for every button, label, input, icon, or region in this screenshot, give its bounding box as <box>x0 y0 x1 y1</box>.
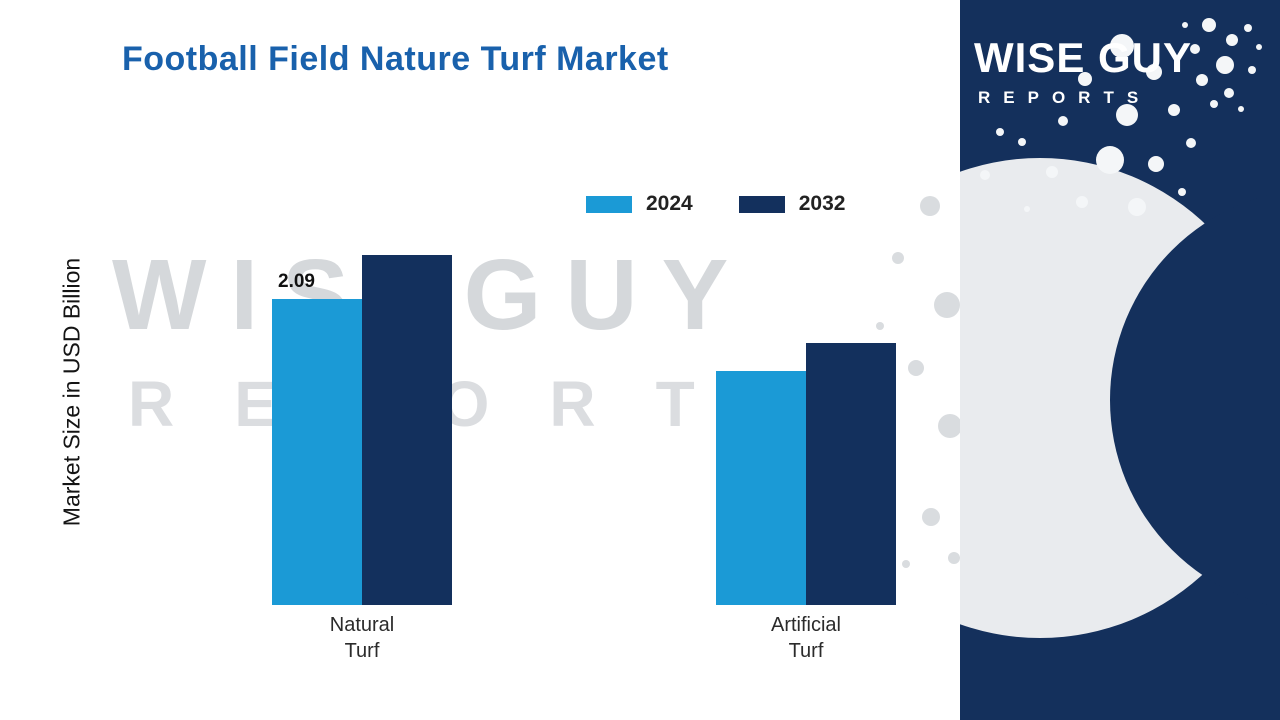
brand-panel: WISE GUY REPORTS <box>960 0 1280 720</box>
legend-label-2024: 2024 <box>646 192 693 215</box>
category-label-natural-turf: Natural Turf <box>329 614 395 662</box>
decorative-dot <box>1146 64 1162 80</box>
decorative-dot <box>1244 24 1252 32</box>
decorative-dot <box>902 560 910 568</box>
decorative-dot <box>980 170 990 180</box>
brand-logo: WISE GUY REPORTS <box>974 34 1192 108</box>
brand-logo-name: WISE GUY <box>974 34 1193 81</box>
decorative-dot <box>1256 44 1262 50</box>
decorative-dot <box>1210 100 1218 108</box>
decorative-dot <box>1024 206 1030 212</box>
legend-swatch-2032 <box>738 195 785 213</box>
legend-swatch-2024 <box>586 195 632 213</box>
decorative-dot <box>1248 66 1256 74</box>
decorative-dot <box>996 128 1004 136</box>
decorative-dot <box>1202 18 1216 32</box>
decorative-dot <box>938 414 962 438</box>
bar-2024-natural-turf <box>272 299 362 605</box>
decorative-dot <box>934 292 960 318</box>
decorative-dot <box>920 196 940 216</box>
decorative-dot <box>948 552 960 564</box>
decorative-dot <box>1148 156 1164 172</box>
decorative-dot <box>1216 56 1234 74</box>
brand-logo-subtitle: REPORTS <box>978 88 1152 107</box>
y-axis-label: Market Size in USD Billion <box>58 257 85 527</box>
decorative-dot <box>1186 138 1196 148</box>
decorative-dot <box>1182 22 1188 28</box>
bar-2024-artificial-turf <box>716 371 806 605</box>
category-label-artificial-turf: Artificial Turf <box>770 614 841 662</box>
decorative-dot <box>1168 104 1180 116</box>
legend-label-2032: 2032 <box>798 192 846 215</box>
decorative-dot <box>922 508 940 526</box>
watermark-line2: REPORTS <box>128 368 858 440</box>
decorative-dot <box>1018 138 1026 146</box>
decorative-dot <box>1190 44 1200 54</box>
decorative-dot <box>1178 188 1186 196</box>
decorative-dot <box>1226 34 1238 46</box>
chart-legend: 2024 2032 <box>586 192 845 216</box>
decorative-dot <box>1096 146 1124 174</box>
decorative-dot <box>1116 104 1138 126</box>
decorative-dot <box>1110 34 1134 58</box>
decorative-dot <box>892 252 904 264</box>
legend-item-2024: 2024 <box>586 192 693 216</box>
decorative-dot <box>1078 72 1092 86</box>
decorative-dot <box>1046 166 1058 178</box>
bar-2032-natural-turf <box>362 255 452 605</box>
decorative-dot <box>908 360 924 376</box>
bar-value-label: 2.09 <box>278 271 315 292</box>
decorative-dot <box>876 322 884 330</box>
decorative-dot <box>1238 106 1244 112</box>
decorative-dot <box>1058 116 1068 126</box>
legend-item-2032: 2032 <box>738 192 846 216</box>
decorative-dot <box>1076 196 1088 208</box>
decorative-dot <box>1224 88 1234 98</box>
chart-title: Football Field Nature Turf Market <box>122 40 669 78</box>
decorative-dot <box>1128 198 1146 216</box>
bar-2032-artificial-turf <box>806 343 896 605</box>
decorative-dot <box>1196 74 1208 86</box>
